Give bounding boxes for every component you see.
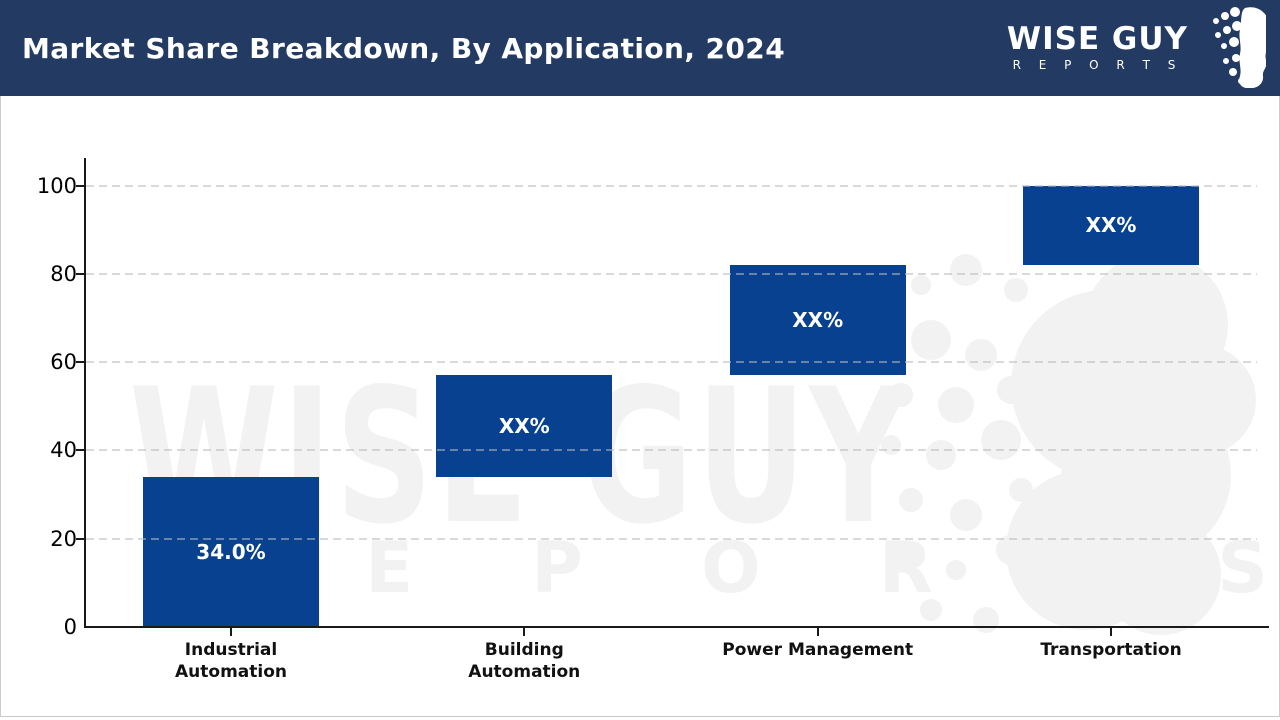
y-tick-mark-40 xyxy=(76,449,85,452)
y-tick-mark-80 xyxy=(76,272,85,275)
y-tick-mark-20 xyxy=(76,537,85,540)
bar-value-label-industrial-automation: 34.0% xyxy=(196,539,266,564)
category-label-power-management: Power Management xyxy=(722,640,914,660)
logo-subtitle: R E P O R T S xyxy=(1012,58,1183,72)
gridline-y-20 xyxy=(86,537,1257,540)
x-tick-mark-power-management xyxy=(816,628,819,636)
y-tick-label-80: 80 xyxy=(50,261,77,286)
bar-transportation xyxy=(1023,185,1199,265)
page-title: Market Share Breakdown, By Application, … xyxy=(22,31,786,65)
x-tick-mark-transportation xyxy=(1110,628,1112,636)
x-tick-mark-industrial-automation xyxy=(230,628,232,636)
y-tick-mark-100 xyxy=(76,184,85,187)
report-header: Market Share Breakdown, By Application, … xyxy=(0,0,1280,96)
category-label-industrial-automation: Industrial Automation xyxy=(175,640,287,682)
y-tick-label-40: 40 xyxy=(50,438,77,463)
y-tick-label-60: 60 xyxy=(50,350,77,375)
gridline-y-100 xyxy=(86,184,1257,187)
category-label-transportation: Transportation xyxy=(1040,640,1182,660)
y-tick-label-20: 20 xyxy=(50,526,77,551)
bar-industrial-automation xyxy=(143,476,319,627)
gridline-y-80 xyxy=(86,272,1257,275)
category-label-building-automation: Building Automation xyxy=(468,640,581,682)
gridline-y-60 xyxy=(86,361,1257,364)
chart-area: WISE GUY R E P O R T S 0 20 40 60 80 100 34.0%… xyxy=(0,96,1280,717)
y-tick-label-0: 0 xyxy=(63,615,77,639)
logo-wordmark: WISE GUY xyxy=(1006,21,1188,57)
y-tick-label-100: 100 xyxy=(36,173,77,198)
gridline-y-40 xyxy=(86,449,1257,452)
bar-building-automation xyxy=(436,375,613,477)
wise-guy-logo: WISE GUY R E P O R T S xyxy=(1007,4,1280,92)
dotted-face-logo-icon xyxy=(1192,4,1271,92)
bar-power-management xyxy=(729,264,906,376)
x-tick-mark-building-automation xyxy=(523,628,526,636)
bar-value-label-transportation: XX% xyxy=(1085,213,1137,238)
y-axis-line xyxy=(84,158,86,628)
logo-text: WISE GUY R E P O R T S xyxy=(1006,21,1188,73)
bar-value-label-building-automation: XX% xyxy=(498,414,550,439)
y-tick-mark-60 xyxy=(76,361,85,364)
x-axis-line xyxy=(84,626,1269,628)
bar-value-label-power-management: XX% xyxy=(792,308,844,333)
